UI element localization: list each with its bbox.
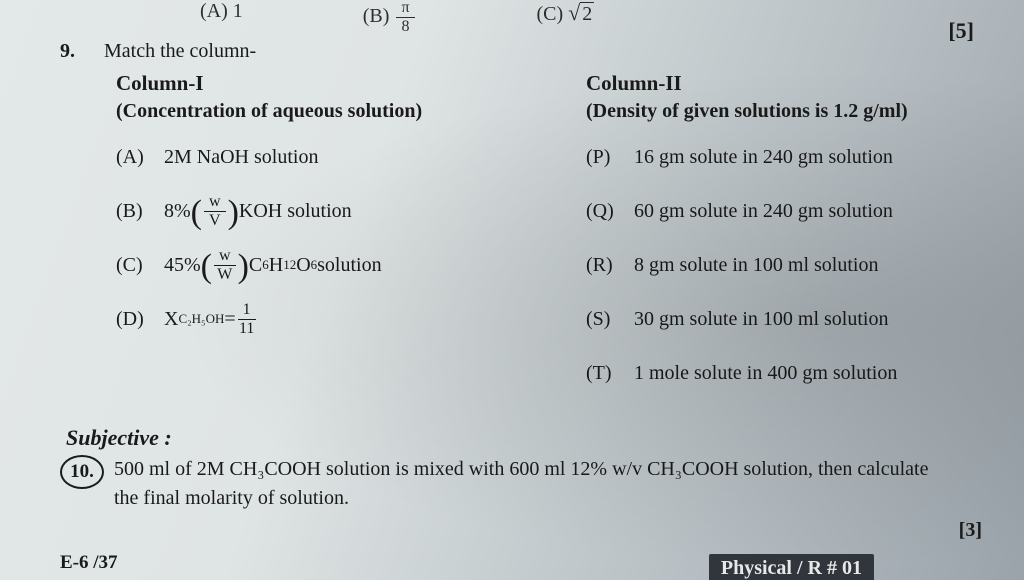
- subjective-heading: Subjective :: [66, 425, 988, 451]
- col1-item-d: (D) XC₂H₅OH = 111: [116, 299, 546, 339]
- column-2: Column-II (Density of given solutions is…: [586, 71, 988, 407]
- q9-text: Match the column-: [104, 40, 256, 63]
- q9-number: 9.: [60, 40, 104, 63]
- q10-text: 500 ml of 2M CH₃COOH solution is mixed w…: [114, 455, 988, 513]
- opt-b-frag: (B) π8: [363, 0, 417, 35]
- worksheet-page: (A) 1 (B) π8 (C) 2 [5] 9. Match the colu…: [0, 0, 1024, 580]
- marks-q9: [5]: [948, 18, 974, 44]
- col2-head: Column-II: [586, 71, 988, 96]
- col1-sub: (Concentration of aqueous solution): [116, 100, 546, 123]
- footer-right: Physical / R # 01: [709, 554, 874, 580]
- col1-item-c: (C) 45% ( wW ) C6H12O6 solution: [116, 245, 546, 285]
- q10-number: 10.: [60, 455, 104, 489]
- question-10-row: 10. 500 ml of 2M CH₃COOH solution is mix…: [60, 455, 988, 513]
- col2-item-s: (S)30 gm solute in 100 ml solution: [586, 299, 988, 339]
- col1-item-b: (B) 8% ( wV ) KOH solution: [116, 191, 546, 231]
- col1-head: Column-I: [116, 71, 546, 96]
- column-1: Column-I (Concentration of aqueous solut…: [116, 71, 546, 407]
- col2-item-t: (T)1 mole solute in 400 gm solution: [586, 353, 988, 393]
- opt-a-frag: (A) 1: [200, 0, 243, 35]
- match-columns: Column-I (Concentration of aqueous solut…: [116, 71, 988, 407]
- footer-left: E-6 /37: [60, 552, 118, 574]
- col2-item-p: (P)16 gm solute in 240 gm solution: [586, 137, 988, 177]
- col2-item-r: (R)8 gm solute in 100 ml solution: [586, 245, 988, 285]
- col2-sub: (Density of given solutions is 1.2 g/ml): [586, 100, 988, 123]
- col2-item-q: (Q)60 gm solute in 240 gm solution: [586, 191, 988, 231]
- marks-q10: [3]: [959, 519, 982, 542]
- opt-c-frag: (C) 2: [537, 0, 595, 35]
- question-9-row: 9. Match the column-: [60, 40, 988, 63]
- previous-question-fragment: (A) 1 (B) π8 (C) 2: [200, 0, 594, 35]
- col1-item-a: (A) 2M NaOH solution: [116, 137, 546, 177]
